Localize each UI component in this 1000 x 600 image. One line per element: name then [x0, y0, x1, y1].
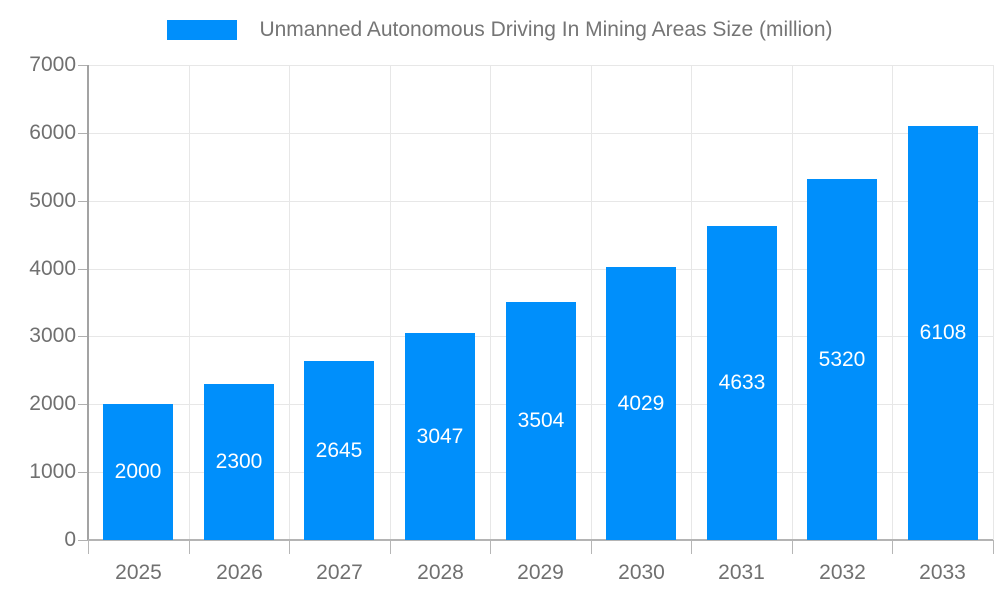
- x-axis-tick: [792, 540, 793, 554]
- y-axis-line: [87, 65, 89, 540]
- y-axis-label: 7000: [29, 53, 76, 76]
- bar-value-label: 5320: [818, 347, 866, 371]
- h-gridline: [88, 65, 993, 66]
- bar-value-label: 4633: [718, 371, 766, 394]
- y-axis-label: 0: [64, 528, 76, 551]
- h-gridline: [88, 201, 993, 202]
- bar-value-label: 3047: [416, 424, 464, 448]
- x-axis-label: 2032: [819, 561, 866, 584]
- x-axis-tick: [892, 540, 893, 554]
- v-gridline: [390, 65, 391, 540]
- x-axis-label: 2025: [115, 561, 162, 584]
- h-gridline: [88, 133, 993, 134]
- legend-swatch: [167, 20, 238, 40]
- x-axis-tick: [189, 540, 190, 554]
- v-gridline: [289, 65, 290, 540]
- v-gridline: [189, 65, 190, 540]
- v-gridline: [591, 65, 592, 540]
- v-gridline: [792, 65, 793, 540]
- x-axis-tick: [993, 540, 994, 554]
- x-axis-label: 2031: [718, 561, 765, 584]
- v-gridline: [993, 65, 994, 540]
- v-gridline: [490, 65, 491, 540]
- x-axis-tick: [289, 540, 290, 554]
- bar[interactable]: 4029: [606, 267, 676, 540]
- bar[interactable]: 4633: [707, 226, 777, 540]
- bar[interactable]: 6108: [908, 126, 978, 540]
- bar[interactable]: 3047: [405, 333, 475, 540]
- v-gridline: [691, 65, 692, 540]
- x-axis-tick: [88, 540, 89, 554]
- chart-legend[interactable]: Unmanned Autonomous Driving In Mining Ar…: [0, 18, 1000, 42]
- x-axis-line: [88, 539, 993, 541]
- bar-value-label: 2300: [215, 450, 263, 473]
- bar-value-label: 3504: [517, 409, 565, 432]
- x-axis-tick: [490, 540, 491, 554]
- bar[interactable]: 2300: [204, 384, 274, 540]
- x-axis-label: 2028: [417, 561, 464, 584]
- x-axis-label: 2027: [316, 561, 363, 584]
- bar[interactable]: 2000: [103, 404, 173, 540]
- y-axis-tick: [78, 540, 88, 541]
- x-axis-tick: [390, 540, 391, 554]
- y-axis-tick: [78, 269, 88, 270]
- y-axis-label: 5000: [29, 189, 76, 212]
- y-axis-tick: [78, 404, 88, 405]
- bar[interactable]: 2645: [304, 361, 374, 540]
- y-axis-tick: [78, 133, 88, 134]
- v-gridline: [892, 65, 893, 540]
- y-axis-label: 2000: [29, 392, 76, 415]
- y-axis-label: 6000: [29, 121, 76, 144]
- bar[interactable]: 5320: [807, 179, 877, 540]
- bar-value-label: 6108: [919, 321, 967, 344]
- bar[interactable]: 3504: [506, 302, 576, 540]
- x-axis-tick: [591, 540, 592, 554]
- x-axis-label: 2033: [919, 561, 966, 584]
- h-gridline: [88, 269, 993, 270]
- x-axis-tick: [691, 540, 692, 554]
- y-axis-tick: [78, 201, 88, 202]
- x-axis-label: 2029: [517, 561, 564, 584]
- bar-value-label: 4029: [617, 391, 665, 415]
- x-axis-label: 2030: [618, 561, 665, 584]
- bar-value-label: 2000: [114, 460, 162, 483]
- y-axis-label: 3000: [29, 324, 76, 347]
- y-axis-tick: [78, 472, 88, 473]
- bar-value-label: 2645: [315, 438, 363, 462]
- legend-label: Unmanned Autonomous Driving In Mining Ar…: [259, 18, 833, 41]
- y-axis-label: 1000: [29, 460, 76, 483]
- y-axis-label: 4000: [29, 257, 76, 280]
- x-axis-label: 2026: [216, 561, 263, 584]
- y-axis-tick: [78, 336, 88, 337]
- y-axis-tick: [78, 65, 88, 66]
